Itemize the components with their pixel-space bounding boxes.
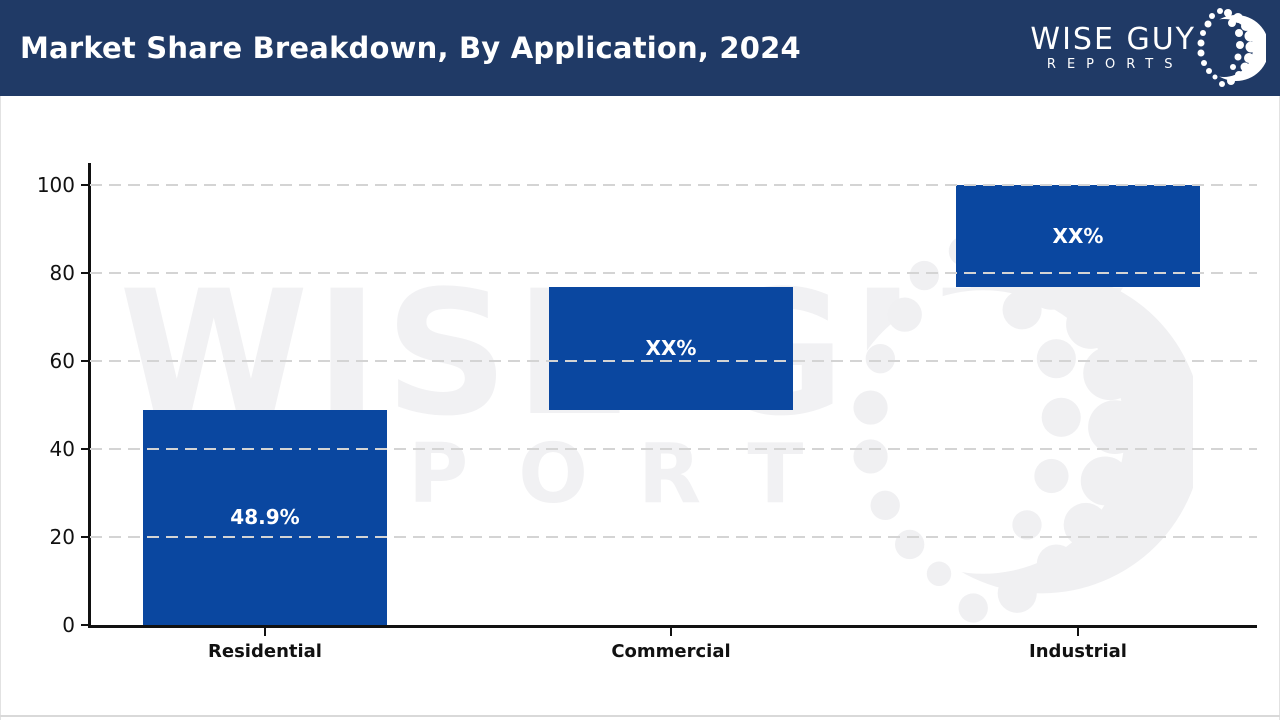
x-category-label: Residential — [208, 641, 322, 662]
logo-wordmark: WISE GUY — [1030, 21, 1196, 57]
gridline-20 — [90, 536, 1257, 538]
y-tick-label-0: 0 — [62, 613, 75, 637]
gridline-60 — [90, 360, 1257, 362]
y-tick-label-60: 60 — [49, 349, 75, 373]
bar-industrial — [956, 185, 1200, 287]
gridline-40 — [90, 448, 1257, 450]
bar-value-label: 48.9% — [230, 505, 300, 530]
y-tick-label-80: 80 — [49, 261, 75, 285]
logo-text: WISE GUY REPORTS — [1030, 24, 1196, 73]
y-tick-mark-0 — [81, 624, 89, 626]
bottom-divider — [0, 715, 1280, 717]
bar-value-label: XX% — [645, 336, 697, 361]
logo-face-icon — [1195, 8, 1266, 87]
y-tick-mark-80 — [81, 272, 89, 274]
x-tick-mark-1 — [670, 628, 672, 636]
logo-subtitle: REPORTS — [1046, 57, 1184, 73]
y-tick-mark-60 — [81, 360, 89, 362]
y-tick-mark-100 — [81, 184, 89, 186]
y-axis-line — [88, 163, 91, 628]
y-tick-label-20: 20 — [49, 525, 75, 549]
bar-commercial — [549, 286, 793, 410]
bar-value-label: XX% — [1052, 223, 1104, 248]
x-category-label: Industrial — [1029, 641, 1127, 662]
gridline-100 — [90, 184, 1257, 186]
gridline-80 — [90, 272, 1257, 274]
x-tick-mark-2 — [1077, 628, 1079, 636]
x-category-label: Commercial — [611, 641, 731, 662]
bar-residential — [143, 409, 387, 625]
y-tick-mark-20 — [81, 536, 89, 538]
y-tick-label-100: 100 — [36, 173, 75, 197]
y-tick-mark-40 — [81, 448, 89, 450]
y-tick-label-40: 40 — [49, 437, 75, 461]
header: Market Share Breakdown, By Application, … — [0, 0, 1280, 96]
page-title: Market Share Breakdown, By Application, … — [20, 31, 801, 65]
chart-area: WISE GUY REPORTS 02040608010048.9%Reside… — [0, 96, 1280, 720]
x-axis-line — [90, 625, 1257, 628]
wiseguy-logo: WISE GUY REPORTS — [1030, 0, 1266, 96]
x-tick-mark-0 — [264, 628, 266, 636]
